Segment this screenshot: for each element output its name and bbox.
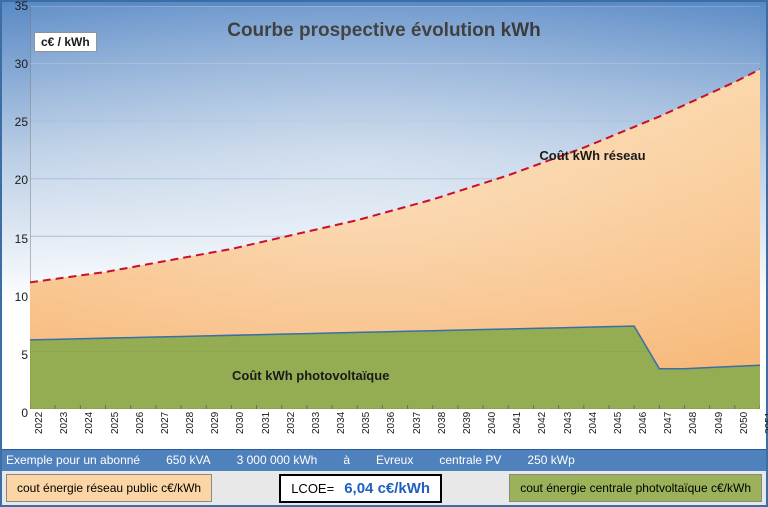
x-tick: 2028 xyxy=(185,412,196,434)
y-tick: 25 xyxy=(8,115,28,129)
info-bar-item: Exemple pour un abonné xyxy=(6,453,140,468)
x-tick: 2037 xyxy=(412,412,423,434)
y-tick: 10 xyxy=(8,290,28,304)
y-tick: 30 xyxy=(8,57,28,71)
x-tick: 2031 xyxy=(261,412,272,434)
x-tick: 2034 xyxy=(336,412,347,434)
x-tick: 2029 xyxy=(210,412,221,434)
x-tick: 2030 xyxy=(235,412,246,434)
info-bar-item: 3 000 000 kWh xyxy=(237,453,318,468)
x-tick: 2024 xyxy=(84,412,95,434)
x-tick: 2026 xyxy=(135,412,146,434)
legend-row: cout énergie réseau public c€/kWh LCOE= … xyxy=(2,471,766,505)
x-tick: 2049 xyxy=(714,412,725,434)
info-bar-item: 250 kWp xyxy=(527,453,574,468)
x-tick: 2048 xyxy=(688,412,699,434)
x-tick: 2022 xyxy=(34,412,45,434)
x-tick: 2042 xyxy=(537,412,548,434)
x-tick: 2050 xyxy=(739,412,750,434)
lcoe-value: 6,04 c€/kWh xyxy=(344,480,430,497)
x-tick: 2027 xyxy=(160,412,171,434)
chart-area: Courbe prospective évolution kWh c€ / kW… xyxy=(2,2,766,449)
x-tick: 2040 xyxy=(487,412,498,434)
x-tick: 2032 xyxy=(286,412,297,434)
x-tick: 2045 xyxy=(613,412,624,434)
annotation-pv: Coût kWh photovoltaïque xyxy=(232,368,389,383)
x-tick: 2038 xyxy=(437,412,448,434)
legend-reseau: cout énergie réseau public c€/kWh xyxy=(6,474,212,502)
x-tick: 2036 xyxy=(386,412,397,434)
y-tick: 0 xyxy=(8,406,28,420)
y-tick: 15 xyxy=(8,232,28,246)
x-tick: 2041 xyxy=(512,412,523,434)
legend-pv: cout énergie centrale photvoltaïque c€/k… xyxy=(509,474,762,502)
info-bar-item: 650 kVA xyxy=(166,453,210,468)
x-tick: 2035 xyxy=(361,412,372,434)
annotation-reseau: Coût kWh réseau xyxy=(539,148,645,163)
x-tick: 2043 xyxy=(563,412,574,434)
x-tick: 2051 xyxy=(764,412,768,434)
y-tick: 20 xyxy=(8,173,28,187)
x-tick: 2023 xyxy=(59,412,70,434)
x-tick: 2046 xyxy=(638,412,649,434)
y-tick: 5 xyxy=(8,348,28,362)
y-tick: 35 xyxy=(8,0,28,13)
x-tick: 2039 xyxy=(462,412,473,434)
lcoe-label: LCOE= xyxy=(291,481,334,496)
x-tick: 2047 xyxy=(663,412,674,434)
info-bar-item: centrale PV xyxy=(439,453,501,468)
info-bar-item: à xyxy=(343,453,350,468)
plot-region xyxy=(30,6,760,409)
x-tick: 2044 xyxy=(588,412,599,434)
lcoe-box: LCOE= 6,04 c€/kWh xyxy=(279,474,442,503)
info-bar: Exemple pour un abonné 650 kVA 3 000 000 k… xyxy=(2,449,766,471)
x-tick: 2033 xyxy=(311,412,322,434)
info-bar-item: Evreux xyxy=(376,453,413,468)
x-tick: 2025 xyxy=(110,412,121,434)
chart-frame: Courbe prospective évolution kWh c€ / kW… xyxy=(0,0,768,507)
